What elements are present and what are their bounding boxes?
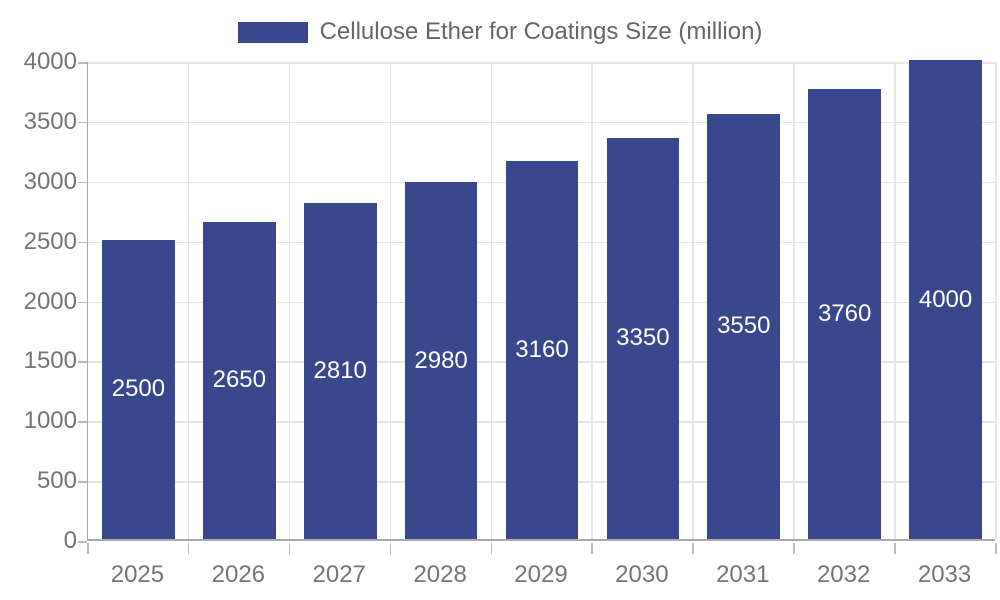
x-gridline bbox=[894, 62, 896, 539]
x-gridline bbox=[288, 62, 291, 539]
y-axis-tick bbox=[78, 481, 87, 483]
bar[interactable]: 2650 bbox=[203, 221, 276, 539]
bar-value-label: 2500 bbox=[111, 375, 166, 403]
chart-legend[interactable]: Cellulose Ether for Coatings Size (milli… bbox=[0, 18, 1000, 46]
bar-value-label: 2980 bbox=[414, 346, 468, 374]
bar-value-label: 3160 bbox=[515, 335, 569, 363]
x-axis-tick-label: 2028 bbox=[413, 561, 467, 588]
legend-label[interactable]: Cellulose Ether for Coatings Size (milli… bbox=[319, 18, 763, 45]
x-gridline bbox=[692, 62, 694, 539]
y-axis-tick bbox=[78, 541, 87, 543]
plot-area: 2500 2650 2810 2980 3160 3350 3550 3760 4000 bbox=[87, 60, 997, 541]
y-gridline bbox=[88, 62, 995, 64]
x-gridline bbox=[591, 62, 593, 539]
bar[interactable]: 3550 bbox=[707, 113, 781, 539]
x-axis-tick bbox=[591, 543, 593, 554]
y-axis-tick-label: 4000 bbox=[23, 48, 77, 75]
y-axis-tick bbox=[78, 301, 87, 303]
x-axis-tick bbox=[187, 543, 190, 554]
x-gridline bbox=[490, 62, 493, 539]
x-axis-tick-label: 2026 bbox=[211, 561, 266, 588]
y-axis-tick-label: 3000 bbox=[23, 167, 77, 195]
legend-swatch[interactable] bbox=[237, 21, 308, 43]
x-axis-tick-label: 2030 bbox=[615, 561, 669, 588]
bar-value-label: 4000 bbox=[918, 285, 973, 313]
y-axis-tick bbox=[78, 241, 87, 244]
x-gridline bbox=[389, 62, 392, 539]
y-axis-tick bbox=[78, 361, 87, 363]
y-axis-tick-label: 3500 bbox=[23, 107, 77, 135]
y-axis-tick-label: 0 bbox=[63, 527, 77, 554]
bar-value-label: 2810 bbox=[313, 356, 367, 384]
x-axis-tick bbox=[288, 543, 291, 554]
x-axis-tick-label: 2027 bbox=[312, 561, 366, 588]
bar[interactable]: 2980 bbox=[404, 182, 478, 539]
y-axis-tick bbox=[78, 421, 87, 423]
x-axis-tick-label: 2025 bbox=[110, 561, 165, 588]
y-axis-tick-label: 2000 bbox=[23, 287, 77, 315]
bar-value-label: 2650 bbox=[212, 366, 266, 394]
x-gridline bbox=[793, 62, 795, 539]
x-axis-tick bbox=[995, 543, 997, 554]
x-axis-tick-label: 2033 bbox=[917, 561, 972, 588]
y-axis-tick bbox=[78, 121, 87, 124]
x-axis-tick-label: 2029 bbox=[514, 561, 568, 588]
bar-value-label: 3550 bbox=[717, 312, 771, 340]
y-axis-tick bbox=[78, 62, 87, 64]
bar-value-label: 3760 bbox=[817, 299, 872, 327]
y-axis-tick-label: 1000 bbox=[23, 407, 77, 435]
x-axis-tick bbox=[894, 543, 896, 554]
bar[interactable]: 3350 bbox=[606, 137, 680, 539]
x-axis-tick bbox=[389, 543, 392, 554]
y-axis-tick bbox=[78, 181, 87, 184]
x-axis-tick-label: 2032 bbox=[816, 561, 871, 588]
x-axis-tick bbox=[692, 543, 694, 554]
y-axis-tick-label: 1500 bbox=[23, 347, 77, 375]
y-gridline bbox=[88, 121, 995, 124]
bar[interactable]: 4000 bbox=[909, 60, 982, 539]
bar[interactable]: 3160 bbox=[505, 160, 579, 539]
y-axis-tick-label: 2500 bbox=[23, 227, 77, 255]
x-axis-tick-label: 2031 bbox=[716, 561, 770, 588]
bar[interactable]: 3760 bbox=[808, 88, 881, 539]
bar[interactable]: 2810 bbox=[303, 202, 377, 539]
x-gridline bbox=[995, 62, 997, 539]
x-axis-tick bbox=[793, 543, 795, 554]
y-axis-tick-label: 500 bbox=[36, 467, 77, 495]
x-axis-tick bbox=[490, 543, 493, 554]
bar[interactable]: 2500 bbox=[102, 239, 175, 539]
x-gridline bbox=[187, 62, 190, 539]
x-axis-tick bbox=[87, 543, 89, 554]
bar-value-label: 3350 bbox=[616, 324, 670, 352]
